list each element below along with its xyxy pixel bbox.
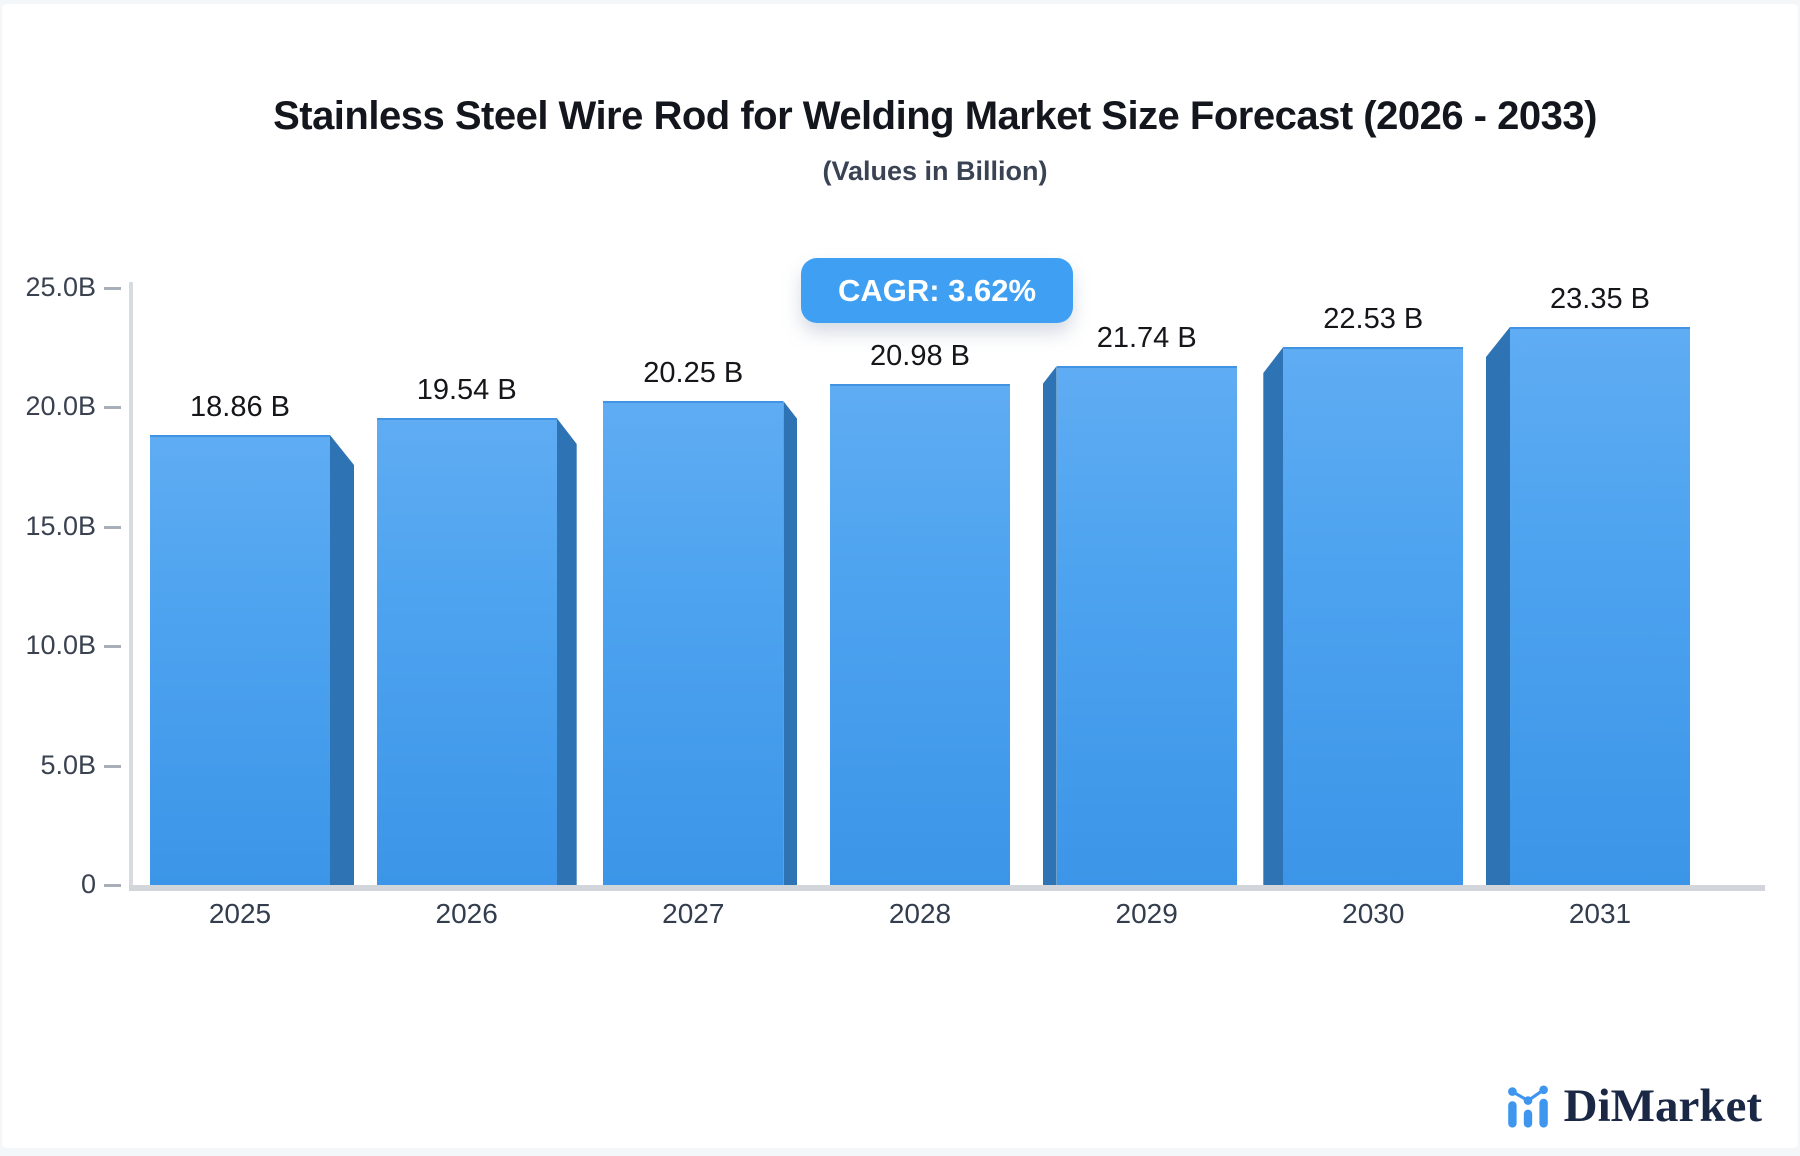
brand-logo: DiMarket — [1504, 1082, 1762, 1130]
cagr-badge: CAGR: 3.62% — [801, 258, 1073, 323]
chart-subtitle: (Values in Billion) — [822, 156, 1048, 186]
bar-value-label: 20.25 B — [643, 357, 744, 389]
bar-2031[interactable] — [1510, 327, 1690, 885]
y-axis-line — [129, 282, 133, 891]
bar-value-label: 18.86 B — [190, 391, 290, 423]
y-tick-label: 20.0B — [25, 391, 96, 422]
bar-2027[interactable] — [603, 401, 784, 885]
chart-header: Stainless Steel Wire Rod for Welding Mar… — [115, 92, 1755, 187]
y-tick-label: 5.0B — [40, 749, 96, 780]
x-axis-label-2026: 2026 — [435, 898, 498, 929]
y-tick-label: 0 — [80, 869, 96, 899]
bar-side-face — [330, 435, 354, 885]
brand-name: DiMarket — [1563, 1080, 1762, 1132]
bar-2026[interactable] — [376, 418, 557, 885]
bar-value-label: 21.74 B — [1096, 322, 1197, 354]
x-axis-label-2031: 2031 — [1568, 898, 1632, 929]
bar-2029[interactable] — [1056, 366, 1237, 885]
y-tick-label: 25.0B — [25, 272, 96, 302]
bar-value-label: 23.35 B — [1550, 283, 1650, 315]
x-axis-label-2030: 2030 — [1342, 898, 1405, 929]
y-tick-mark — [104, 406, 121, 410]
y-tick-mark — [104, 884, 121, 887]
bar-side-face — [783, 401, 798, 885]
y-tick-mark — [104, 645, 121, 649]
bar-side-face — [1042, 366, 1057, 885]
x-axis-label-2027: 2027 — [662, 898, 725, 929]
y-tick-label: 10.0B — [25, 630, 96, 661]
bar-2030[interactable] — [1283, 347, 1464, 885]
bar-2025[interactable] — [150, 435, 330, 885]
y-tick-mark — [104, 764, 121, 768]
x-axis-baseline — [129, 885, 1765, 891]
brand-chart-icon — [1507, 1085, 1548, 1128]
bar-2028[interactable] — [830, 384, 1010, 885]
bar-side-face — [1263, 347, 1284, 885]
x-axis-label-2025: 2025 — [208, 898, 272, 929]
bar-side-face — [1486, 327, 1510, 885]
bar-value-label: 19.54 B — [416, 374, 517, 406]
y-tick-mark — [104, 287, 121, 290]
y-tick-mark — [104, 525, 121, 529]
x-axis-label-2029: 2029 — [1115, 898, 1178, 929]
bar-side-face — [556, 418, 577, 885]
bar-value-label: 20.98 B — [870, 340, 970, 372]
chart-title: Stainless Steel Wire Rod for Welding Mar… — [273, 94, 1597, 138]
x-axis-label-2028: 2028 — [888, 898, 952, 929]
bar-value-label: 22.53 B — [1323, 303, 1424, 335]
y-tick-label: 15.0B — [25, 510, 96, 541]
